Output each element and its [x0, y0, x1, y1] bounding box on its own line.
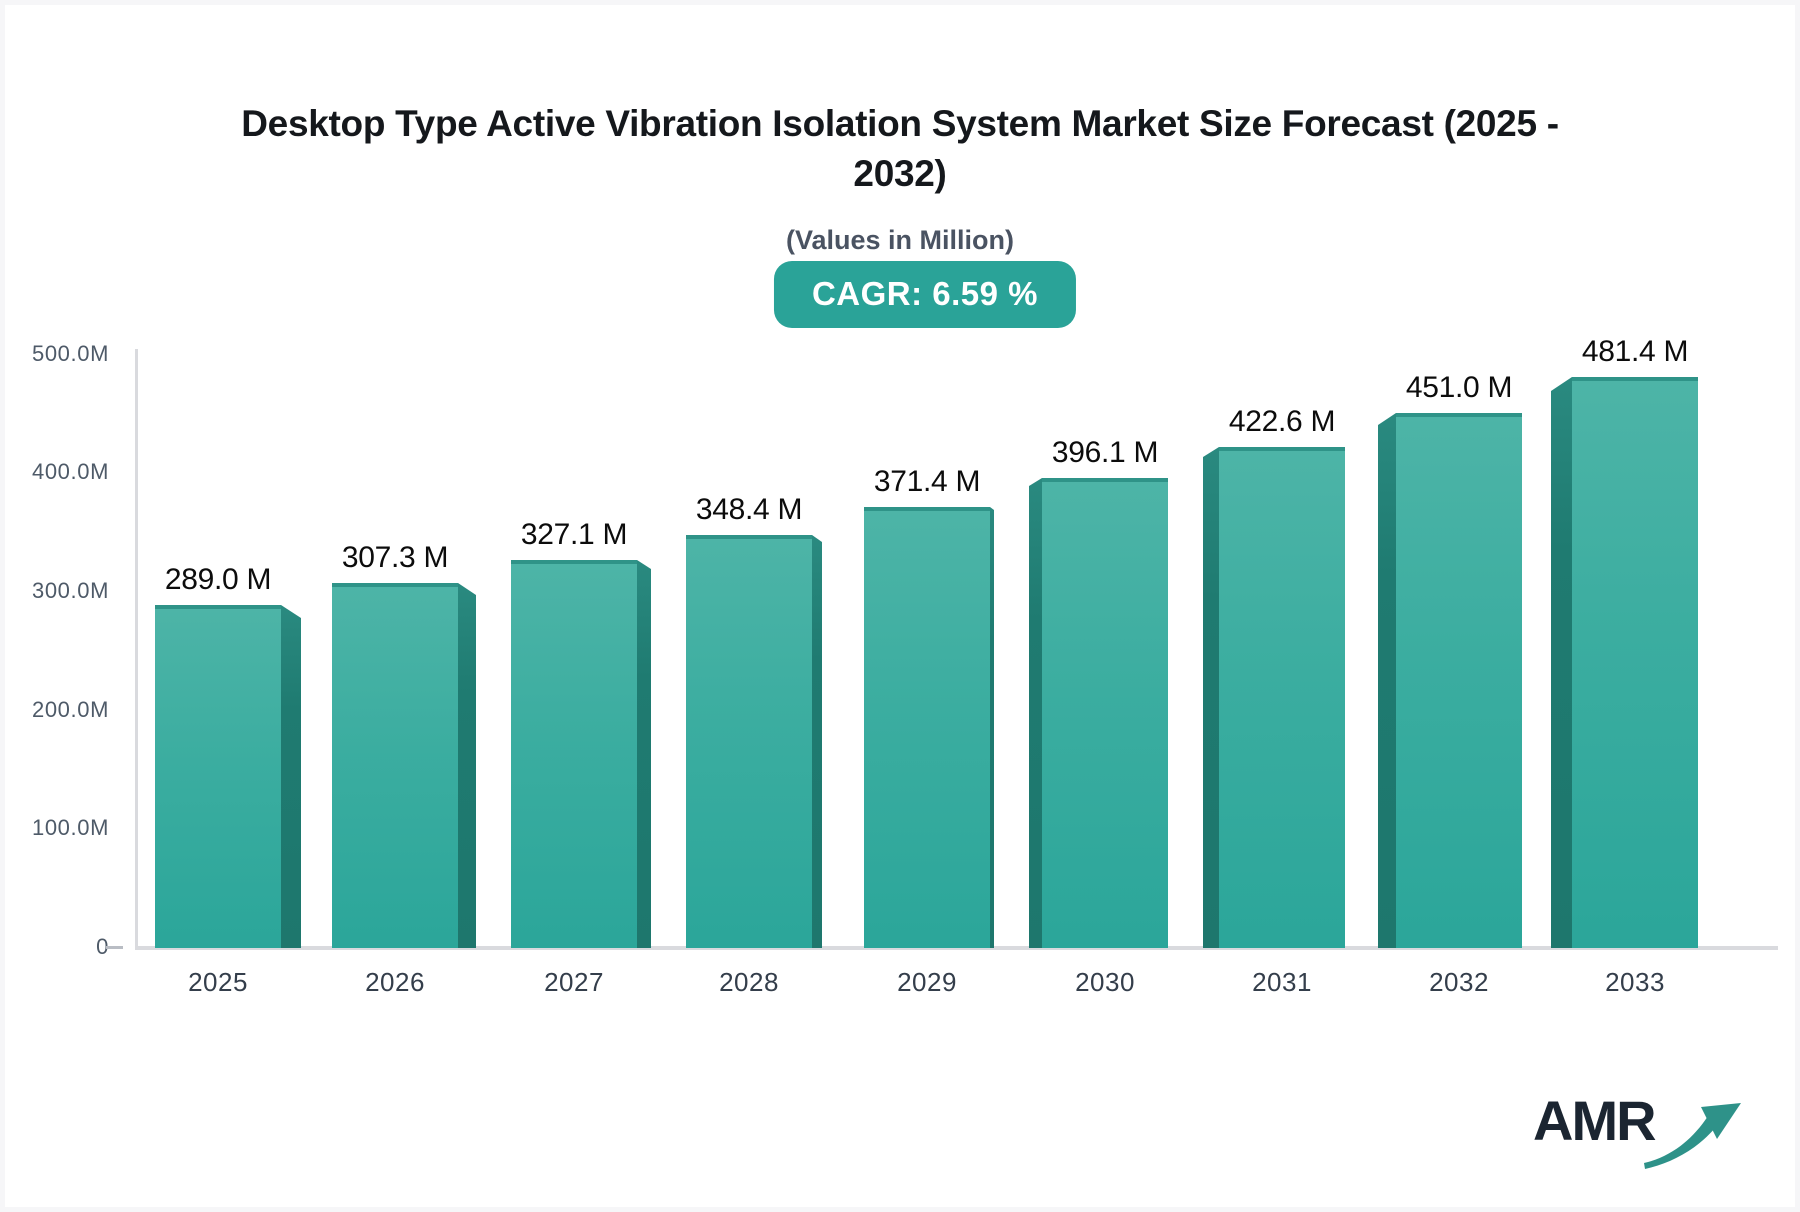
x-axis-label: 2032 — [1429, 967, 1489, 997]
bar-value-label: 327.1 M — [520, 518, 628, 551]
y-axis-tick-label: 0 — [96, 934, 109, 959]
y-axis-tick-label: 500.0M — [32, 340, 109, 366]
bar-2032[interactable] — [1378, 413, 1522, 948]
bar-face — [1042, 478, 1168, 948]
x-axis-label: 2030 — [1075, 967, 1135, 997]
bar-face — [155, 605, 281, 948]
bar-face — [1396, 413, 1522, 948]
y-axis-tick-label: 200.0M — [32, 696, 109, 722]
amr-logo: AMR — [1533, 1093, 1753, 1175]
bar-depth-face — [281, 605, 301, 948]
bar-2028[interactable] — [686, 535, 822, 948]
bar-depth-face — [990, 507, 994, 948]
bar-face — [1572, 377, 1698, 948]
y-axis-line — [135, 349, 138, 950]
x-axis-label: 2031 — [1252, 967, 1312, 997]
bar-face — [1219, 447, 1345, 948]
cagr-badge: CAGR: 6.59 % — [773, 261, 1077, 328]
amr-logo-text: AMR — [1533, 1089, 1657, 1152]
x-axis-label: 2033 — [1605, 967, 1665, 997]
bar-value-label: 348.4 M — [695, 493, 803, 526]
bar-value-label: 307.3 M — [341, 541, 449, 574]
bar-value-label: 371.4 M — [873, 465, 981, 498]
bar-face — [332, 583, 458, 948]
bar-chart: 500.0M 400.0M 300.0M 200.0M 100.0M 0 289.0 M 20… — [5, 5, 1795, 1207]
bar-depth-face — [637, 560, 651, 948]
bar-depth-face — [1378, 413, 1396, 948]
bar-2025[interactable] — [155, 605, 301, 948]
bar-depth-face — [1029, 478, 1042, 948]
bar-value-label: 289.0 M — [164, 563, 272, 596]
y-axis-tick-label: 300.0M — [32, 577, 109, 603]
y-axis-tick-label: 400.0M — [32, 459, 109, 485]
bar-depth-face — [458, 583, 476, 948]
growth-arrow-icon — [1643, 1103, 1741, 1169]
chart-title-line2: 2032) — [853, 153, 947, 194]
x-axis-label: 2029 — [897, 967, 957, 997]
bar-value-label: 422.6 M — [1228, 405, 1336, 438]
bar-depth-face — [1551, 377, 1572, 948]
bar-2033[interactable] — [1551, 377, 1698, 948]
bar-face — [864, 507, 990, 948]
chart-subtitle: (Values in Million) — [785, 225, 1015, 255]
x-axis-label: 2025 — [188, 967, 248, 997]
bar-2030[interactable] — [1029, 478, 1168, 948]
bar-face — [686, 535, 812, 948]
y-axis-tick-label: 100.0M — [32, 815, 109, 841]
x-axis-label: 2027 — [544, 967, 604, 997]
bar-value-label: 451.0 M — [1405, 371, 1513, 404]
bar-value-label: 396.1 M — [1051, 436, 1159, 469]
bar-depth-face — [1203, 447, 1219, 948]
chart-title: Desktop Type Active Vibration Isolation … — [5, 99, 1795, 199]
bar-2027[interactable] — [511, 560, 651, 948]
bar-2026[interactable] — [332, 583, 476, 948]
x-axis-label: 2028 — [719, 967, 779, 997]
bar-2029[interactable] — [864, 507, 994, 948]
bar-depth-face — [812, 535, 822, 948]
chart-title-line1: Desktop Type Active Vibration Isolation … — [241, 103, 1559, 144]
bar-2031[interactable] — [1203, 447, 1345, 948]
bar-face — [511, 560, 637, 948]
zero-tick-mark — [106, 946, 123, 949]
bar-value-label: 481.4 M — [1581, 335, 1689, 368]
x-axis-line — [135, 946, 1778, 950]
x-axis-label: 2026 — [365, 967, 425, 997]
